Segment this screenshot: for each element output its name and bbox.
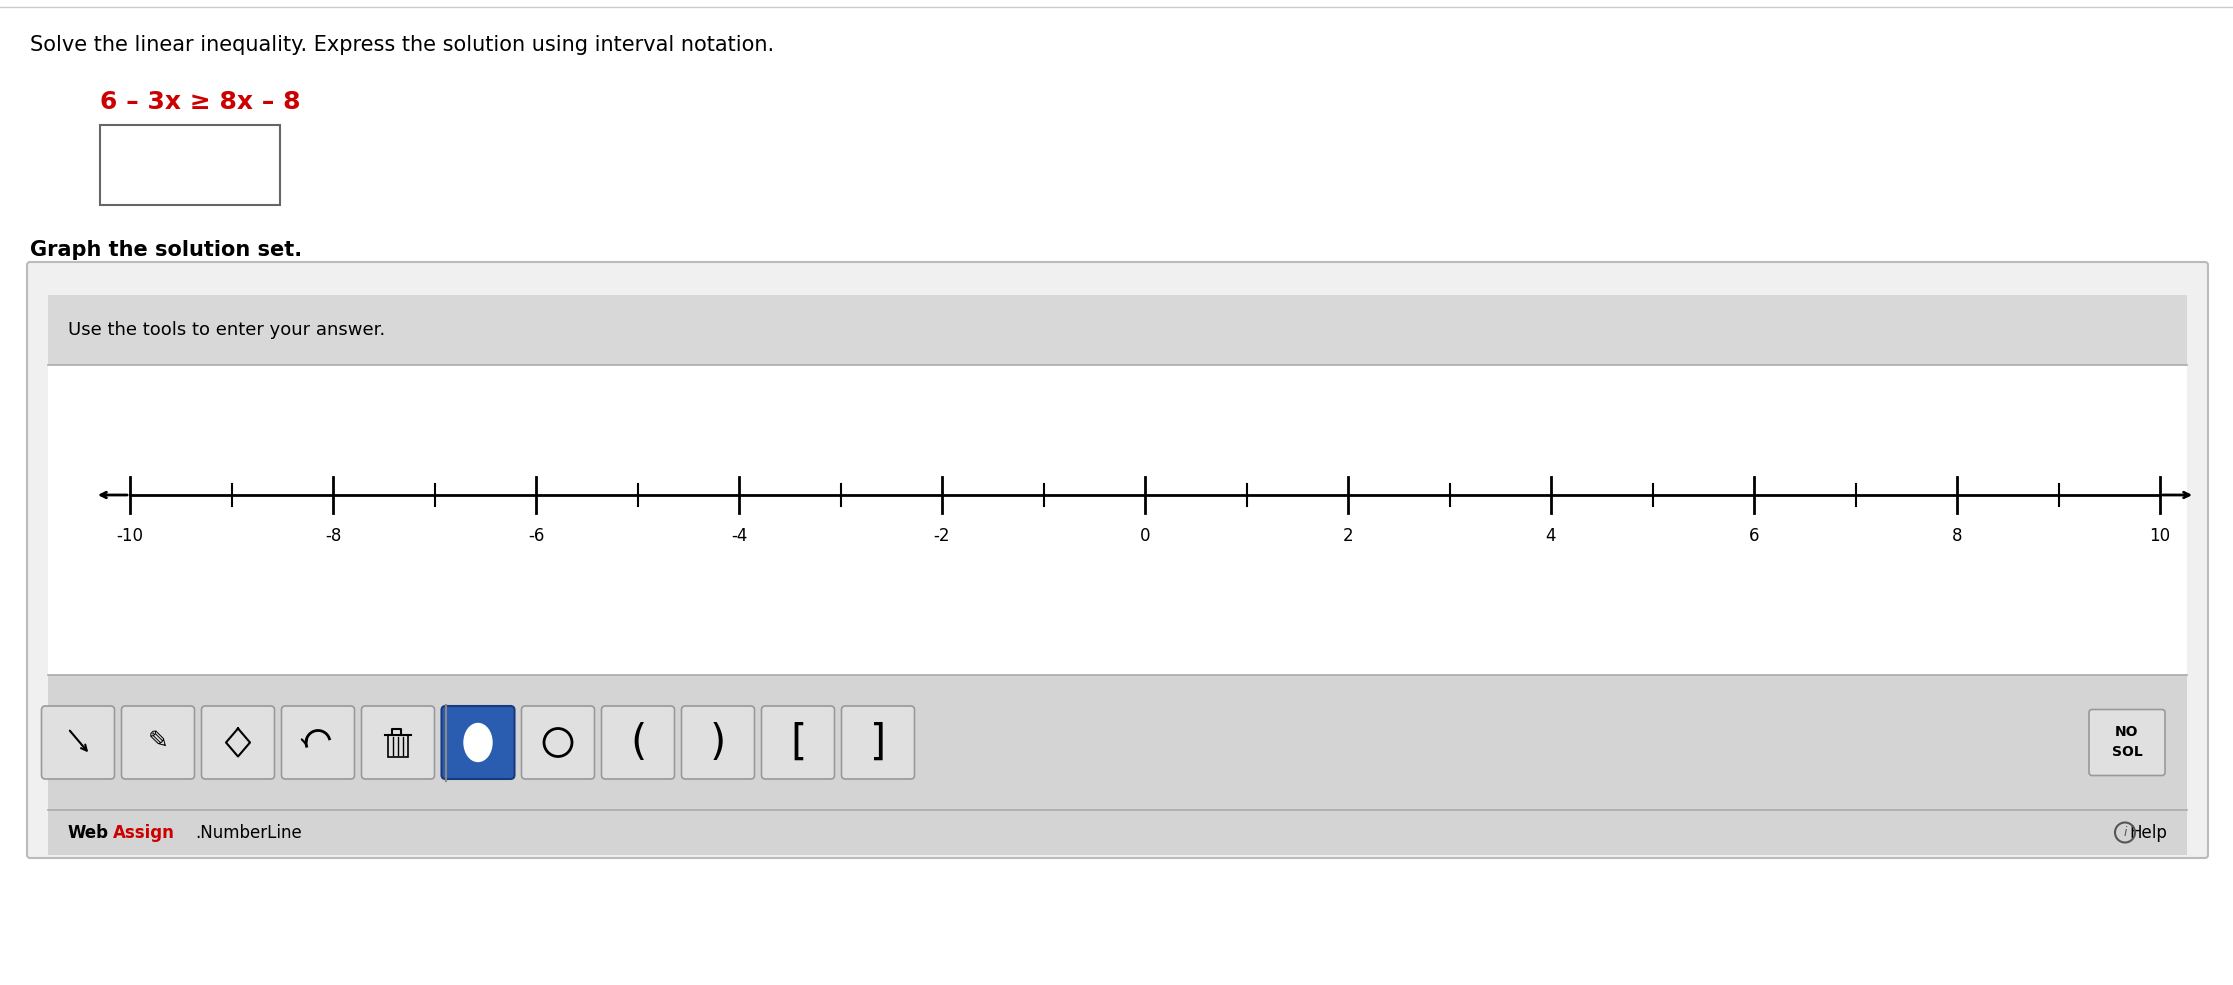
Text: Assign: Assign [114, 823, 174, 841]
Text: -8: -8 [324, 527, 342, 545]
Text: Solve the linear inequality. Express the solution using interval notation.: Solve the linear inequality. Express the… [29, 35, 775, 55]
Text: SOL: SOL [2112, 746, 2141, 759]
FancyBboxPatch shape [842, 706, 916, 779]
Text: Help: Help [2128, 823, 2166, 841]
Text: ]: ] [871, 721, 887, 763]
Ellipse shape [464, 724, 491, 761]
FancyBboxPatch shape [42, 706, 114, 779]
Text: -4: -4 [730, 527, 748, 545]
FancyBboxPatch shape [442, 706, 514, 779]
Text: -10: -10 [116, 527, 143, 545]
Bar [100, 125, 279, 205]
Text: (: ( [630, 721, 645, 763]
Text: -6: -6 [527, 527, 545, 545]
Text: 0: 0 [1139, 527, 1150, 545]
FancyBboxPatch shape [601, 706, 674, 779]
FancyBboxPatch shape [362, 706, 435, 779]
Text: i: i [2124, 826, 2126, 839]
Text: Use the tools to enter your answer.: Use the tools to enter your answer. [67, 321, 386, 339]
FancyBboxPatch shape [681, 706, 755, 779]
Text: ✎: ✎ [147, 729, 167, 753]
Text: 6: 6 [1748, 527, 1760, 545]
Text: 4: 4 [1545, 527, 1556, 545]
Bar [389, 735, 409, 756]
Text: 10: 10 [2150, 527, 2170, 545]
Bar [47, 295, 2186, 365]
FancyBboxPatch shape [2090, 709, 2166, 775]
Text: ): ) [710, 721, 726, 763]
Text: NO: NO [2115, 726, 2139, 740]
Text: 8: 8 [1952, 527, 1963, 545]
Bar [47, 295, 2186, 675]
FancyBboxPatch shape [27, 262, 2208, 858]
FancyBboxPatch shape [201, 706, 275, 779]
Bar [47, 675, 2186, 810]
FancyBboxPatch shape [761, 706, 835, 779]
Text: 2: 2 [1342, 527, 1353, 545]
FancyBboxPatch shape [523, 706, 594, 779]
Text: -2: -2 [933, 527, 951, 545]
FancyBboxPatch shape [281, 706, 355, 779]
Text: [: [ [790, 721, 806, 763]
Text: Web: Web [67, 823, 109, 841]
Text: .NumberLine: .NumberLine [194, 823, 301, 841]
FancyBboxPatch shape [121, 706, 194, 779]
Text: 6 – 3x ≥ 8x – 8: 6 – 3x ≥ 8x – 8 [100, 90, 301, 114]
Bar [47, 810, 2186, 855]
Text: Graph the solution set.: Graph the solution set. [29, 240, 301, 260]
